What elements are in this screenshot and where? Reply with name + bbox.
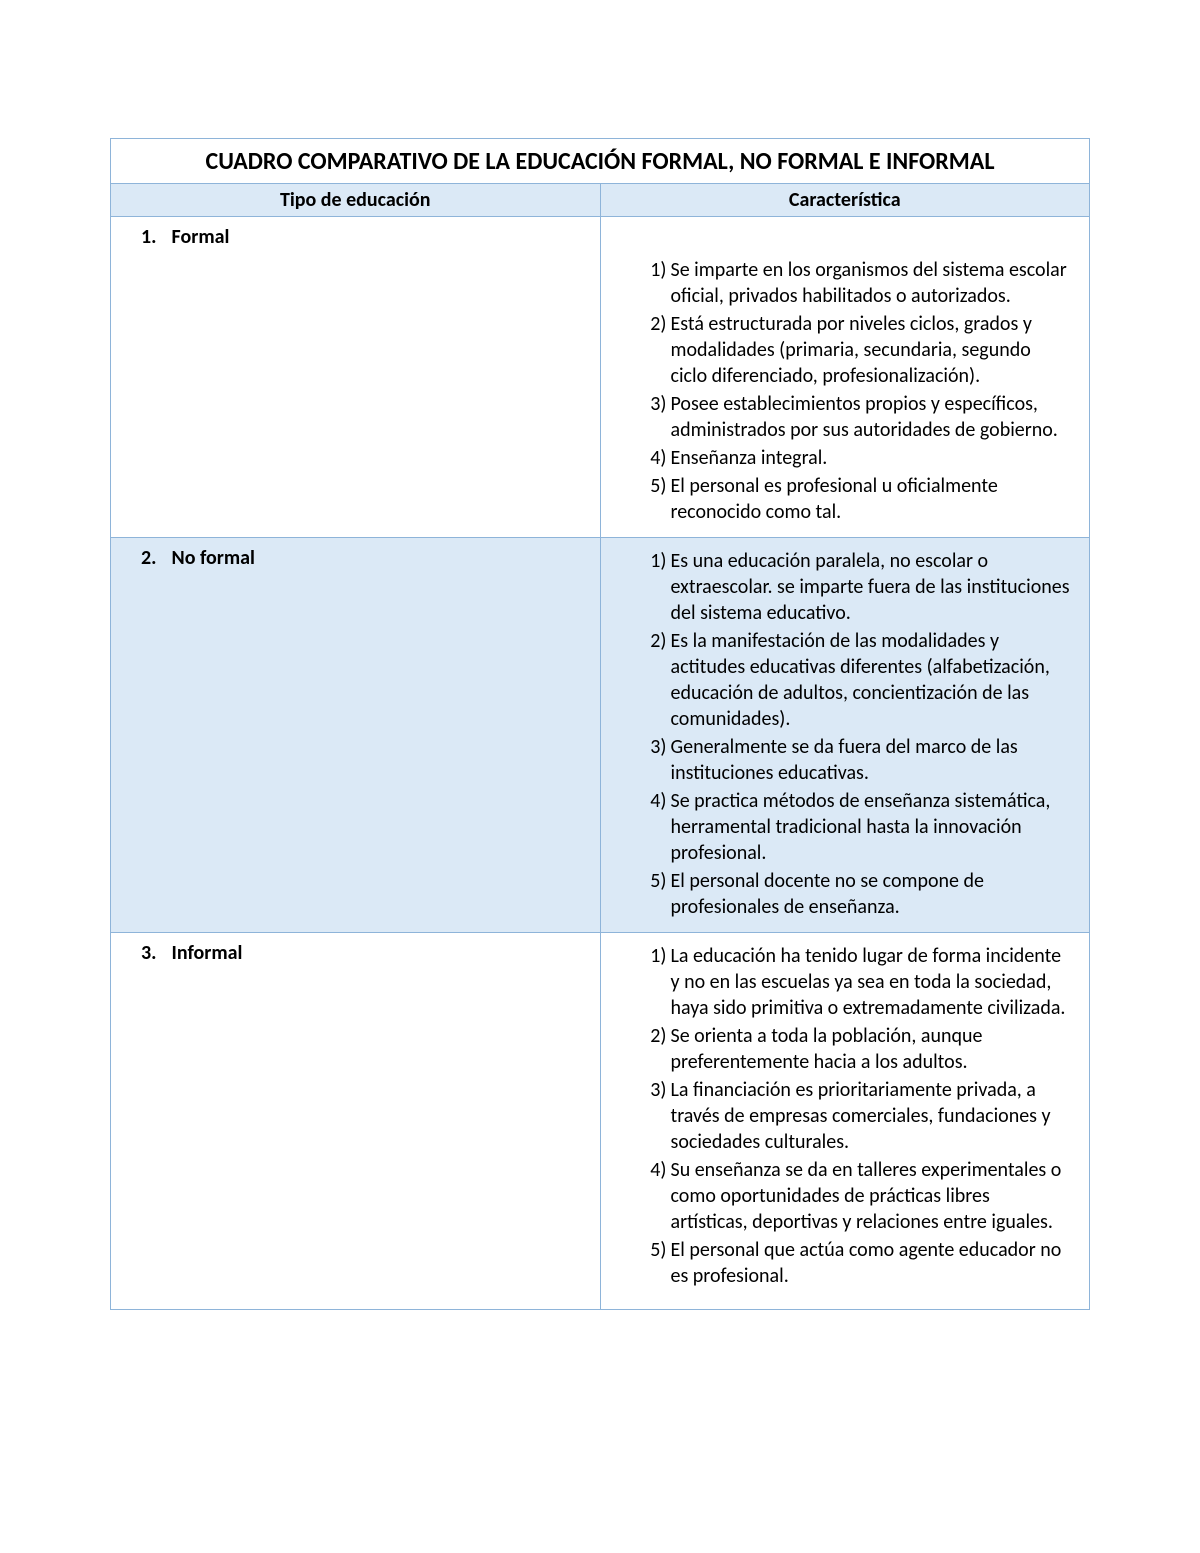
title-row: CUADRO COMPARATIVO DE LA EDUCACIÓN FORMA… <box>111 139 1090 184</box>
tipo-cell-informal: 3. Informal <box>111 933 601 1310</box>
carac-list-informal: La educación ha tenido lugar de forma in… <box>611 943 1072 1289</box>
header-caracteristica: Característica <box>600 184 1090 217</box>
tipo-num: 1. <box>141 225 167 249</box>
table-row: 2. No formal Es una educación paralela, … <box>111 538 1090 933</box>
carac-cell-noformal: Es una educación paralela, no escolar o … <box>600 538 1090 933</box>
list-item: Posee establecimientos propios y específ… <box>661 391 1072 443</box>
list-item: Generalmente se da fuera del marco de la… <box>661 734 1072 786</box>
list-item: Su enseñanza se da en talleres experimen… <box>661 1157 1072 1235</box>
tipo-num: 2. <box>141 546 167 570</box>
document-page: CUADRO COMPARATIVO DE LA EDUCACIÓN FORMA… <box>0 0 1200 1553</box>
list-item: Está estructurada por niveles ciclos, gr… <box>661 311 1072 389</box>
carac-cell-informal: La educación ha tenido lugar de forma in… <box>600 933 1090 1310</box>
list-item: Es una educación paralela, no escolar o … <box>661 548 1072 626</box>
list-item: Enseñanza integral. <box>661 445 1072 471</box>
list-item: La educación ha tenido lugar de forma in… <box>661 943 1072 1021</box>
carac-list-noformal: Es una educación paralela, no escolar o … <box>611 548 1072 920</box>
table-row: 1. Formal Se imparte en los organismos d… <box>111 217 1090 538</box>
list-item: El personal que actúa como agente educad… <box>661 1237 1072 1289</box>
tipo-num: 3. <box>141 941 167 965</box>
list-item: Se orienta a toda la población, aunque p… <box>661 1023 1072 1075</box>
list-item: El personal es profesional u oficialment… <box>661 473 1072 525</box>
list-item: La financiación es prioritariamente priv… <box>661 1077 1072 1155</box>
list-item: El personal docente no se compone de pro… <box>661 868 1072 920</box>
list-item: Se imparte en los organismos del sistema… <box>661 257 1072 309</box>
comparison-table: CUADRO COMPARATIVO DE LA EDUCACIÓN FORMA… <box>110 138 1090 1310</box>
list-item: Es la manifestación de las modalidades y… <box>661 628 1072 732</box>
tipo-label: Informal <box>172 941 243 965</box>
carac-list-formal: Se imparte en los organismos del sistema… <box>611 257 1072 525</box>
tipo-label: No formal <box>172 546 255 570</box>
table-title: CUADRO COMPARATIVO DE LA EDUCACIÓN FORMA… <box>111 139 1090 184</box>
tipo-cell-noformal: 2. No formal <box>111 538 601 933</box>
tipo-cell-formal: 1. Formal <box>111 217 601 538</box>
table-row: 3. Informal La educación ha tenido lugar… <box>111 933 1090 1310</box>
header-row: Tipo de educación Característica <box>111 184 1090 217</box>
carac-cell-formal: Se imparte en los organismos del sistema… <box>600 217 1090 538</box>
header-tipo: Tipo de educación <box>111 184 601 217</box>
tipo-label: Formal <box>172 225 230 249</box>
list-item: Se practica métodos de enseñanza sistemá… <box>661 788 1072 866</box>
